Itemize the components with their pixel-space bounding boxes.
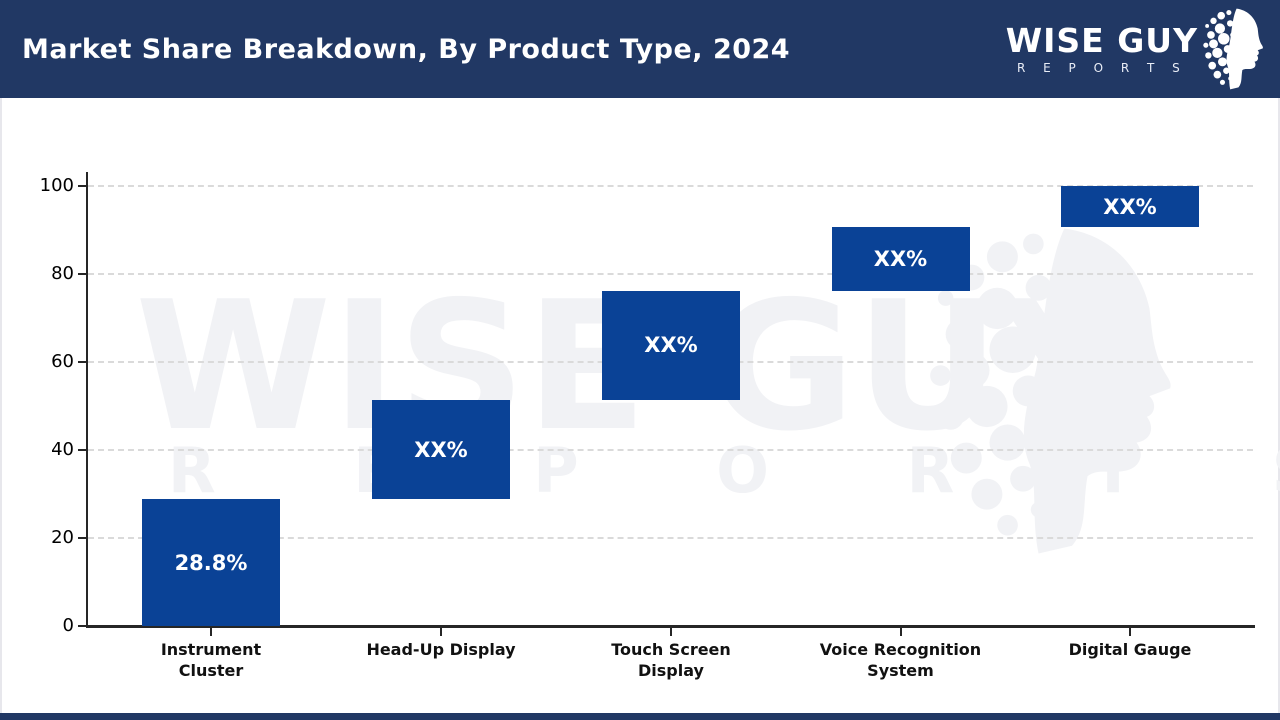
x-tick: [670, 628, 672, 636]
bar-segment: XX%: [831, 227, 970, 291]
y-tick-label: 60: [51, 351, 74, 372]
logo-wordmark: WISE GUY: [1005, 20, 1198, 60]
y-tick-label: 100: [39, 175, 74, 196]
category-label-line: Display: [638, 660, 704, 680]
footer-bar: [0, 713, 1280, 720]
y-tick-label: 0: [62, 615, 74, 636]
category-label-line: Instrument Cluster: [160, 640, 262, 680]
category-label: Digital Gauge: [1045, 640, 1215, 661]
header: Market Share Breakdown, By Product Type,…: [0, 0, 1280, 98]
y-axis-line: [86, 172, 88, 628]
bar-segment: XX%: [372, 399, 510, 500]
bar-segment: XX%: [602, 290, 740, 400]
gridline: [88, 273, 1253, 275]
category-label-line: System: [867, 660, 934, 680]
y-tick-label: 40: [51, 439, 74, 460]
x-tick: [899, 628, 902, 636]
y-tick: [78, 449, 86, 451]
x-axis-line: [86, 625, 1255, 628]
logo-text: WISE GUY R E P O R T S: [1006, 24, 1198, 75]
y-tick: [78, 361, 86, 363]
category-label-line: Voice Recognition: [819, 640, 982, 659]
bar-value-label: XX%: [873, 247, 928, 272]
bar-value-label: XX%: [1103, 194, 1157, 219]
x-tick: [210, 628, 212, 636]
y-tick-label: 80: [51, 263, 74, 284]
bar-value-label: XX%: [644, 333, 698, 358]
category-label: Instrument Cluster: [126, 640, 296, 682]
category-label-line: Touch Screen: [611, 640, 731, 659]
x-tick: [440, 628, 442, 636]
y-tick: [78, 273, 86, 275]
y-tick: [78, 185, 86, 187]
y-tick: [78, 625, 86, 627]
page-title: Market Share Breakdown, By Product Type,…: [22, 33, 791, 65]
x-tick: [1129, 628, 1131, 636]
category-label: Voice Recognition System: [816, 640, 986, 682]
bar-segment: XX%: [1061, 186, 1199, 228]
category-label-line: Head-Up Display: [366, 640, 516, 659]
category-label: Head-Up Display: [356, 640, 526, 661]
category-label: Touch Screen Display: [586, 640, 756, 682]
y-tick-label: 20: [51, 527, 74, 548]
gridline: [88, 185, 1253, 187]
gridline: [88, 537, 1253, 539]
category-label-line: Digital Gauge: [1068, 640, 1192, 659]
bar-value-label: XX%: [414, 437, 468, 462]
y-tick: [78, 537, 86, 539]
bar-value-label: 28.8%: [174, 550, 248, 575]
gridline: [88, 449, 1253, 451]
wise-guy-logo: WISE GUY R E P O R T S: [1006, 6, 1266, 92]
logo-subtext: R E P O R T S: [1016, 60, 1187, 75]
bar-segment: 28.8%: [142, 499, 280, 626]
